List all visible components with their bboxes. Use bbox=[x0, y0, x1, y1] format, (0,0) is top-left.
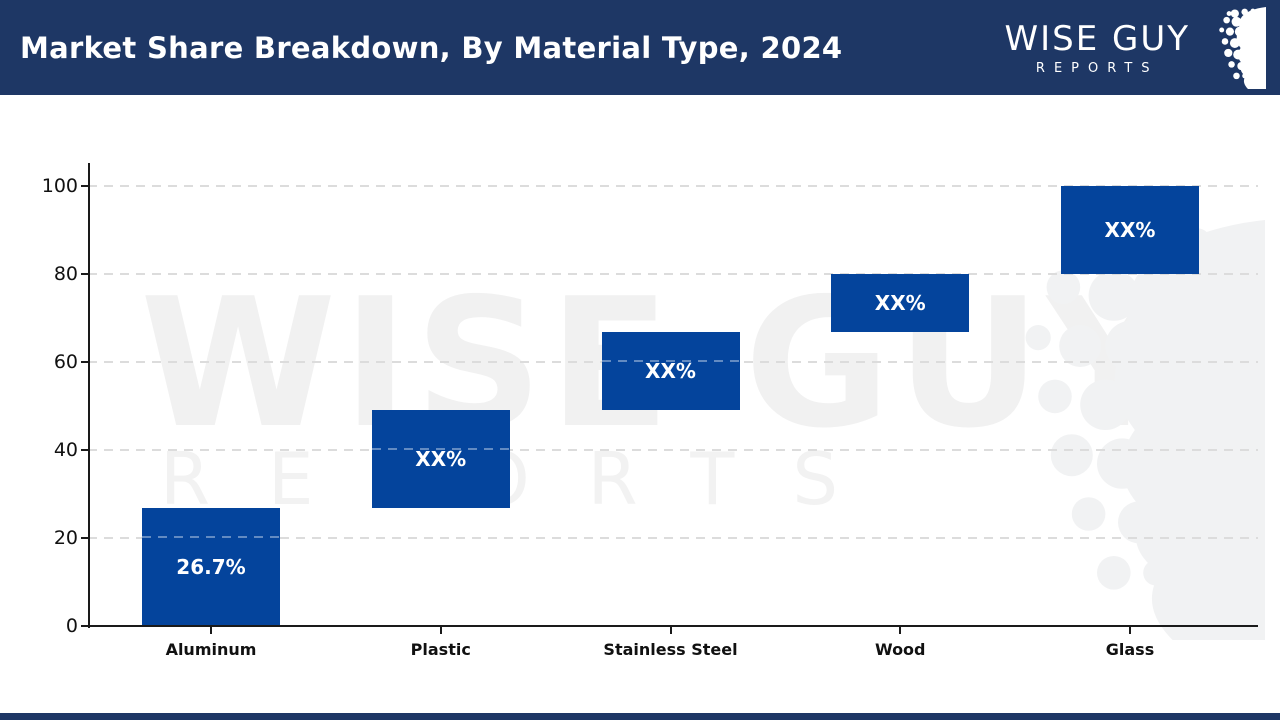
x-tick-mark bbox=[439, 626, 442, 634]
waterfall-chart: 0 20 40 60 80 100 26.7% Aluminum XX% Plastic XX% St… bbox=[0, 95, 1280, 713]
y-tick-mark bbox=[81, 624, 88, 627]
y-tick-label: 40 bbox=[53, 438, 78, 461]
logo-wordmark: WISE GUY bbox=[1004, 19, 1190, 59]
x-axis-line bbox=[88, 624, 1258, 627]
gridline-over-bar bbox=[371, 448, 510, 451]
bar-value-label: XX% bbox=[1104, 217, 1156, 242]
gridline-y80 bbox=[88, 272, 1258, 275]
y-axis-line bbox=[88, 163, 90, 628]
category-label-plastic: Plastic bbox=[410, 639, 471, 659]
dotted-face-profile-icon bbox=[1219, 6, 1266, 89]
y-tick-mark bbox=[81, 448, 88, 451]
bar-value-label: XX% bbox=[645, 359, 696, 384]
category-label-aluminum: Aluminum bbox=[165, 639, 257, 659]
bar-plastic: XX% bbox=[371, 409, 510, 508]
logo-text: WISE GUY REPORTS bbox=[1004, 19, 1190, 76]
y-tick-label: 80 bbox=[53, 262, 78, 285]
watermark-face-profile-icon bbox=[1025, 220, 1265, 640]
bar-glass: XX% bbox=[1061, 185, 1199, 274]
wise-guy-reports-logo: WISE GUY REPORTS bbox=[1004, 5, 1266, 91]
category-label-wood: Wood bbox=[874, 639, 926, 659]
gridline-y100 bbox=[88, 184, 1258, 187]
x-tick-mark bbox=[669, 626, 672, 634]
y-tick-mark bbox=[81, 184, 88, 187]
y-tick-mark bbox=[81, 272, 88, 275]
y-tick-mark bbox=[81, 536, 88, 539]
page-title: Market Share Breakdown, By Material Type… bbox=[20, 30, 843, 65]
x-tick-mark bbox=[1129, 626, 1131, 634]
y-tick-label: 100 bbox=[41, 174, 78, 197]
x-tick-mark bbox=[899, 626, 902, 634]
category-label-glass: Glass bbox=[1105, 639, 1155, 659]
gridline-over-bar bbox=[142, 536, 280, 539]
gridline-y40 bbox=[88, 448, 1258, 451]
bar-value-label: XX% bbox=[415, 446, 467, 471]
y-tick-label: 20 bbox=[53, 526, 78, 549]
logo-subtitle: REPORTS bbox=[1035, 61, 1159, 76]
category-label-stainless-steel: Stainless Steel bbox=[603, 639, 738, 659]
bar-value-label: 26.7% bbox=[176, 554, 246, 579]
gridline-y20 bbox=[88, 536, 1258, 539]
y-tick-label: 0 bbox=[65, 614, 78, 637]
bar-wood: XX% bbox=[831, 273, 970, 333]
gridline-over-bar bbox=[601, 360, 740, 363]
x-tick-mark bbox=[210, 626, 212, 634]
bar-value-label: XX% bbox=[874, 290, 926, 315]
bar-aluminum: 26.7% bbox=[142, 508, 280, 626]
footer-band bbox=[0, 713, 1280, 720]
bar-stainless-steel: XX% bbox=[601, 332, 740, 410]
y-tick-label: 60 bbox=[53, 350, 78, 373]
header-band: Market Share Breakdown, By Material Type… bbox=[0, 0, 1280, 95]
y-tick-mark bbox=[81, 360, 88, 363]
